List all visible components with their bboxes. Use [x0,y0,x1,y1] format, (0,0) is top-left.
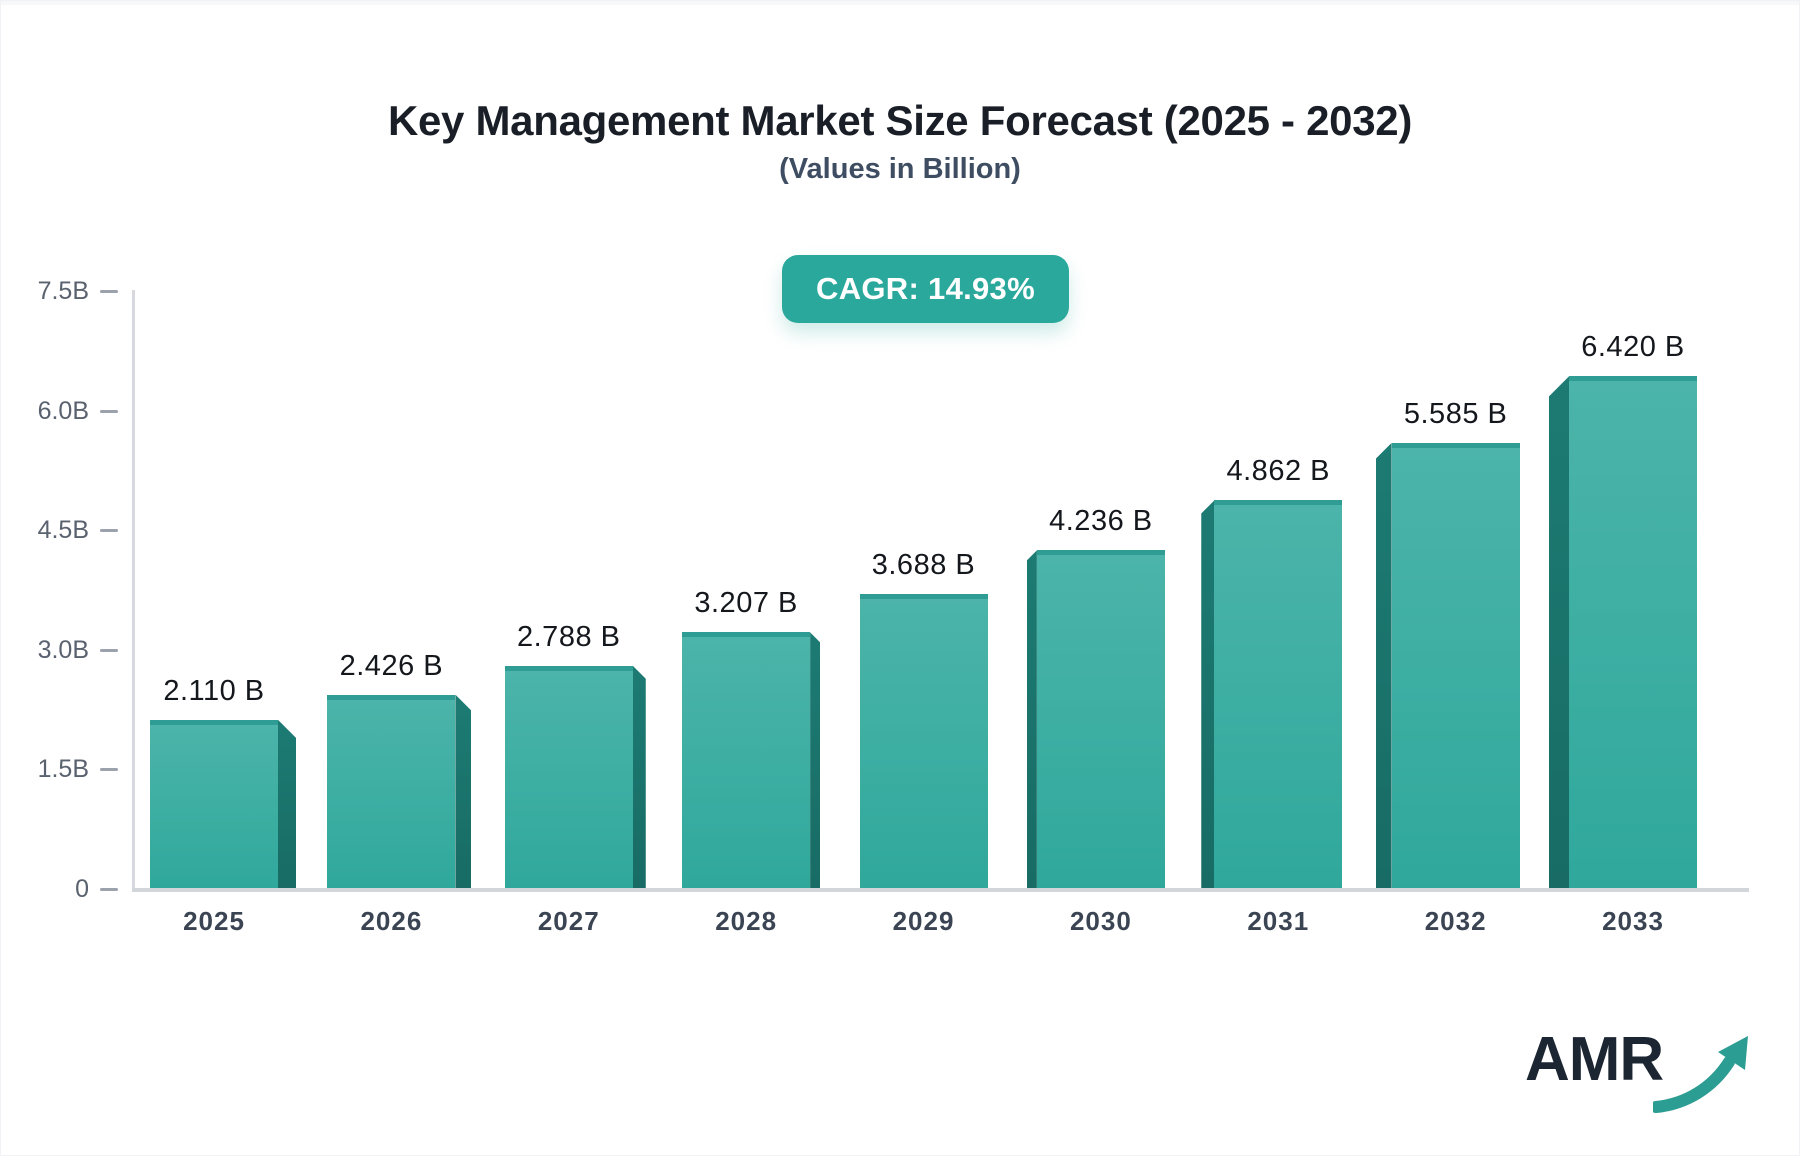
bar-2026 [327,694,456,888]
bar-3d-side [632,665,646,888]
x-axis-baseline [132,888,1749,892]
bar-value-label: 6.420 B [1581,331,1685,364]
bar-value-label: 3.207 B [694,587,798,620]
y-tick-mark [100,888,118,891]
bar-value-label: 4.862 B [1226,455,1330,488]
bar-3d-side [1026,550,1037,888]
y-tick-label: 6.0B [37,396,89,425]
cagr-badge-label: CAGR: 14.93% [816,271,1035,306]
y-tick-label: 0 [75,875,89,903]
amr-logo: AMR [1525,1025,1753,1115]
x-axis-label: 2030 [1069,906,1132,936]
y-axis-line [132,290,135,892]
bar-2028 [682,632,811,888]
y-tick-mark [100,648,118,652]
x-axis-label: 2029 [892,906,955,936]
y-tick-label: 1.5B [37,755,89,784]
cagr-badge: CAGR: 14.93% [782,255,1069,323]
bar-3d-side [278,719,296,888]
y-tick-label: 4.5B [37,516,89,545]
bar-3d-side [1549,376,1569,888]
amr-logo-arrow-icon [1653,1036,1749,1113]
chart-subtitle: (Values in Billion) [779,153,1021,185]
x-axis-label: 2027 [537,906,600,936]
x-axis-label: 2026 [360,906,423,936]
x-axis-label: 2032 [1424,906,1487,936]
y-tick-label: 7.5B [37,277,89,306]
bar-3d-side [455,694,472,888]
bar-2027 [504,665,633,888]
x-axis-label: 2033 [1602,906,1664,936]
y-tick-mark [100,529,118,533]
y-tick-mark [100,409,118,413]
y-tick-mark [100,290,118,294]
y-tick-label: 3.0B [37,635,89,664]
page-top-border [1,1,1799,5]
bar-3d-side [810,632,821,888]
bar-2030 [1036,550,1165,888]
bar-2032 [1391,442,1520,888]
x-axis-label: 2025 [183,906,245,936]
bar-value-label: 3.688 B [871,549,976,582]
bar-3d-side [1375,442,1392,888]
x-axis-label: 2031 [1247,906,1310,936]
bar-value-label: 2.426 B [339,649,444,682]
bar-2031 [1214,500,1343,888]
x-axis-label: 2028 [715,906,778,936]
y-tick-mark [100,768,118,772]
bar-value-label: 2.788 B [517,620,621,653]
bar-2029 [859,594,988,888]
bar-2025 [150,719,278,888]
bar-2033 [1569,376,1697,888]
bar-3d-side [1201,500,1215,888]
bar-value-label: 2.110 B [163,674,265,707]
bar-value-label: 4.236 B [1049,505,1153,538]
chart-title: Key Management Market Size Forecast (202… [387,97,1413,144]
bar-value-label: 5.585 B [1403,397,1508,430]
amr-logo-text: AMR [1525,1025,1664,1094]
